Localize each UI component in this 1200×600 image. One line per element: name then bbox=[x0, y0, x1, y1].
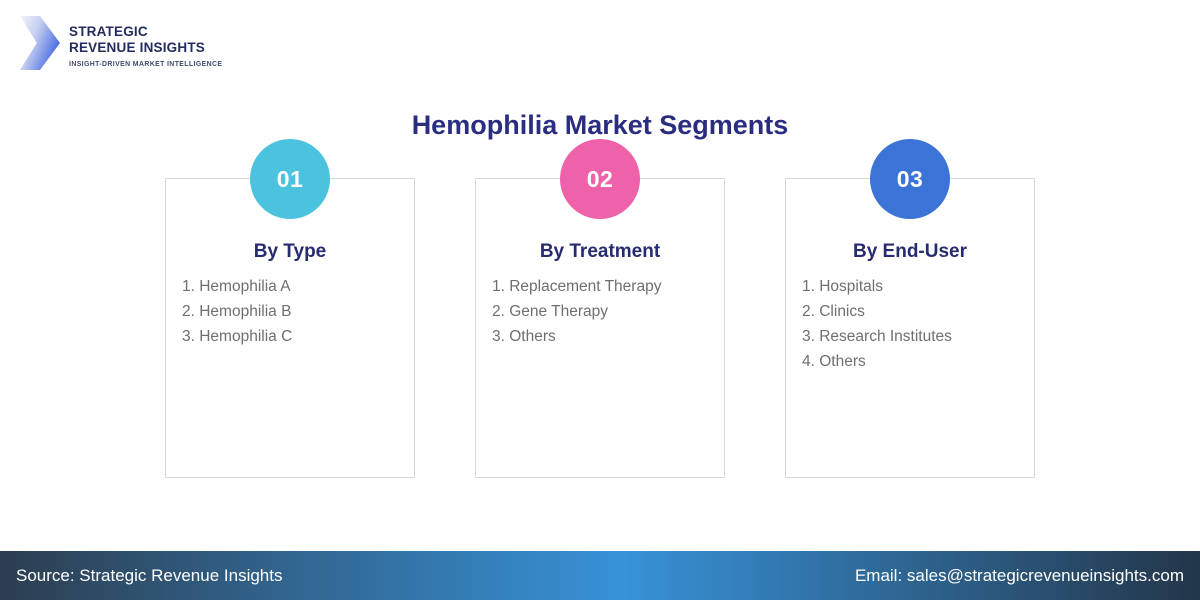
footer-source: Source: Strategic Revenue Insights bbox=[16, 565, 283, 585]
list-item: 2. Clinics bbox=[802, 303, 865, 320]
footer-bar: Source: Strategic Revenue Insights Email… bbox=[0, 551, 1200, 600]
segment-list: 1. Hospitals 2. Clinics 3. Research Instit… bbox=[786, 274, 1034, 374]
list-item: 3. Others bbox=[492, 328, 556, 345]
list-item: 1. Hospitals bbox=[802, 278, 883, 295]
segment-heading: By End-User bbox=[852, 241, 968, 262]
chevron-arrow-icon bbox=[20, 16, 60, 70]
segment-list: 1. Hemophilia A 2. Hemophilia B 3. Hemophi… bbox=[166, 274, 414, 349]
segment-number-badge: 01 bbox=[250, 139, 330, 219]
list-item: 2. Hemophilia B bbox=[182, 303, 292, 320]
brand-logo: STRATEGIC REVENUE INSIGHTS INSIGHT-DRIVE… bbox=[20, 16, 222, 70]
list-item: 1. Replacement Therapy bbox=[492, 278, 662, 295]
list-item: 3. Research Institutes bbox=[802, 328, 952, 345]
brand-name-line2: REVENUE INSIGHTS bbox=[69, 39, 205, 55]
segment-card: 03 By End-User 1. Hospitals 2. Clinics 3. … bbox=[785, 139, 1035, 478]
segment-card: 02 By Treatment 1. Replacement Therapy 2.… bbox=[475, 139, 725, 478]
brand-name: STRATEGIC REVENUE INSIGHTS bbox=[69, 24, 222, 55]
segment-card: 01 By Type 1. Hemophilia A 2. Hemophilia … bbox=[165, 139, 415, 478]
list-item: 4. Others bbox=[802, 353, 866, 370]
segment-number-badge: 02 bbox=[560, 139, 640, 219]
brand-text: STRATEGIC REVENUE INSIGHTS INSIGHT-DRIVE… bbox=[69, 16, 222, 68]
segment-number: 01 bbox=[276, 165, 304, 192]
segment-number-badge: 03 bbox=[870, 139, 950, 219]
segment-heading: By Type bbox=[253, 241, 327, 262]
footer-email: Email: sales@strategicrevenueinsights.co… bbox=[854, 565, 1184, 585]
segment-cards: 01 By Type 1. Hemophilia A 2. Hemophilia … bbox=[165, 139, 1035, 478]
segment-list: 1. Replacement Therapy 2. Gene Therapy 3. … bbox=[476, 274, 724, 349]
brand-name-line1: STRATEGIC bbox=[69, 24, 148, 39]
segment-number: 02 bbox=[586, 165, 614, 192]
list-item: 3. Hemophilia C bbox=[182, 328, 293, 345]
list-item: 1. Hemophilia A bbox=[182, 278, 291, 295]
page-title: Hemophilia Market Segments bbox=[411, 110, 789, 141]
list-item: 2. Gene Therapy bbox=[492, 303, 609, 320]
segment-heading: By Treatment bbox=[539, 241, 661, 262]
brand-tagline: INSIGHT-DRIVEN MARKET INTELLIGENCE bbox=[69, 61, 223, 69]
segment-number: 03 bbox=[896, 165, 924, 192]
